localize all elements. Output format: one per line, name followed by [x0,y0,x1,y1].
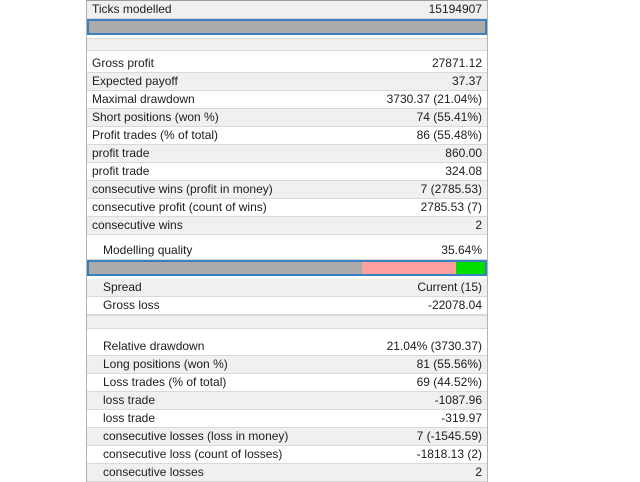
table-row: Loss trades (% of total) 69 (44.52%) [87,374,487,392]
strategy-tester-report: Ticks modelled 15194907 Gross profit 27871.… [86,0,488,482]
row-label: Ticks modelled [92,2,172,16]
row-value: 3730.37 (21.04%) [386,92,482,106]
row-value: 86 (55.48%) [416,128,482,142]
table-row: consecutive losses 2 [87,464,487,482]
separator-row [87,38,487,51]
table-row: Profit trades (% of total) 86 (55.48%) [87,127,487,145]
row-label: consecutive losses [103,465,204,479]
row-value: -319.97 [441,411,482,425]
table-row: Short positions (won %) 74 (55.41%) [87,109,487,127]
row-label: consecutive loss (count of losses) [103,447,283,461]
table-row: Gross loss -22078.04 [87,297,487,315]
table-row: consecutive wins 2 [87,217,487,235]
ticks-progressbar-row [87,19,487,38]
row-value: 324.08 [445,164,482,178]
row-value: 81 (55.56%) [416,357,482,371]
row-value: -1087.96 [434,393,482,407]
row-value: 2 [475,465,482,479]
row-value: 7 (-1545.59) [416,429,482,443]
row-label: consecutive wins [92,218,183,232]
modelling-quality-bar [87,260,487,276]
row-value: -22078.04 [427,298,482,312]
row-value: 21.04% (3730.37) [386,339,482,353]
table-row: Expected payoff 37.37 [87,73,487,91]
quality-segment-low-quality [362,262,457,274]
table-row: Relative drawdown 21.04% (3730.37) [87,338,487,356]
table-row: Spread Current (15) [87,279,487,297]
row-value: 7 (2785.53) [420,182,482,196]
row-label: Long positions (won %) [103,357,228,371]
row-label: Maximal drawdown [92,92,195,106]
table-row: profit trade 860.00 [87,145,487,163]
row-label: profit trade [92,146,150,160]
modelling-quality-bar-row [87,260,487,279]
row-label: Modelling quality [103,243,193,257]
row-label: consecutive profit (count of wins) [92,200,267,214]
section-gap [87,235,487,242]
row-label: Loss trades (% of total) [103,375,227,389]
row-label: Gross profit [92,56,155,70]
table-row: loss trade -319.97 [87,410,487,428]
quality-segment-modelled [89,262,363,274]
section-gap [87,329,487,338]
row-value: 2 [475,218,482,232]
row-value: -1818.13 (2) [416,447,482,461]
row-label: Short positions (won %) [92,110,219,124]
row-label: Expected payoff [92,74,178,88]
quality-segment-good-quality [456,262,485,274]
separator-row [87,315,487,329]
row-value: 35.64% [441,243,482,257]
row-label: Spread [103,280,142,294]
table-row: profit trade 324.08 [87,163,487,181]
table-row: loss trade -1087.96 [87,392,487,410]
row-value: 2785.53 (7) [420,200,482,214]
row-value: 27871.12 [431,56,482,70]
section-gap [87,51,487,55]
table-row: consecutive loss (count of losses) -1818.… [87,446,487,464]
row-value: 37.37 [451,74,482,88]
row-label: consecutive wins (profit in money) [92,182,273,196]
table-row: consecutive losses (loss in money) 7 (-15… [87,428,487,446]
table-row: consecutive profit (count of wins) 2785.5… [87,199,487,217]
table-row: consecutive wins (profit in money) 7 (278… [87,181,487,199]
row-value: Current (15) [417,280,482,294]
table-row: Gross profit 27871.12 [87,55,487,73]
table-row: Modelling quality 35.64% [87,242,487,260]
row-value: 69 (44.52%) [416,375,482,389]
row-value: 74 (55.41%) [416,110,482,124]
ticks-modelled-progressbar [87,19,487,35]
row-label: Relative drawdown [103,339,205,353]
row-label: consecutive losses (loss in money) [103,429,289,443]
row-value: 860.00 [445,146,482,160]
table-row: Long positions (won %) 81 (55.56%) [87,356,487,374]
row-label: Profit trades (% of total) [92,128,219,142]
table-row: Ticks modelled 15194907 [87,1,487,19]
row-value: 15194907 [428,2,482,16]
row-label: loss trade [103,393,156,407]
row-label: loss trade [103,411,156,425]
row-label: Gross loss [103,298,160,312]
row-label: profit trade [92,164,150,178]
table-row: Maximal drawdown 3730.37 (21.04%) [87,91,487,109]
